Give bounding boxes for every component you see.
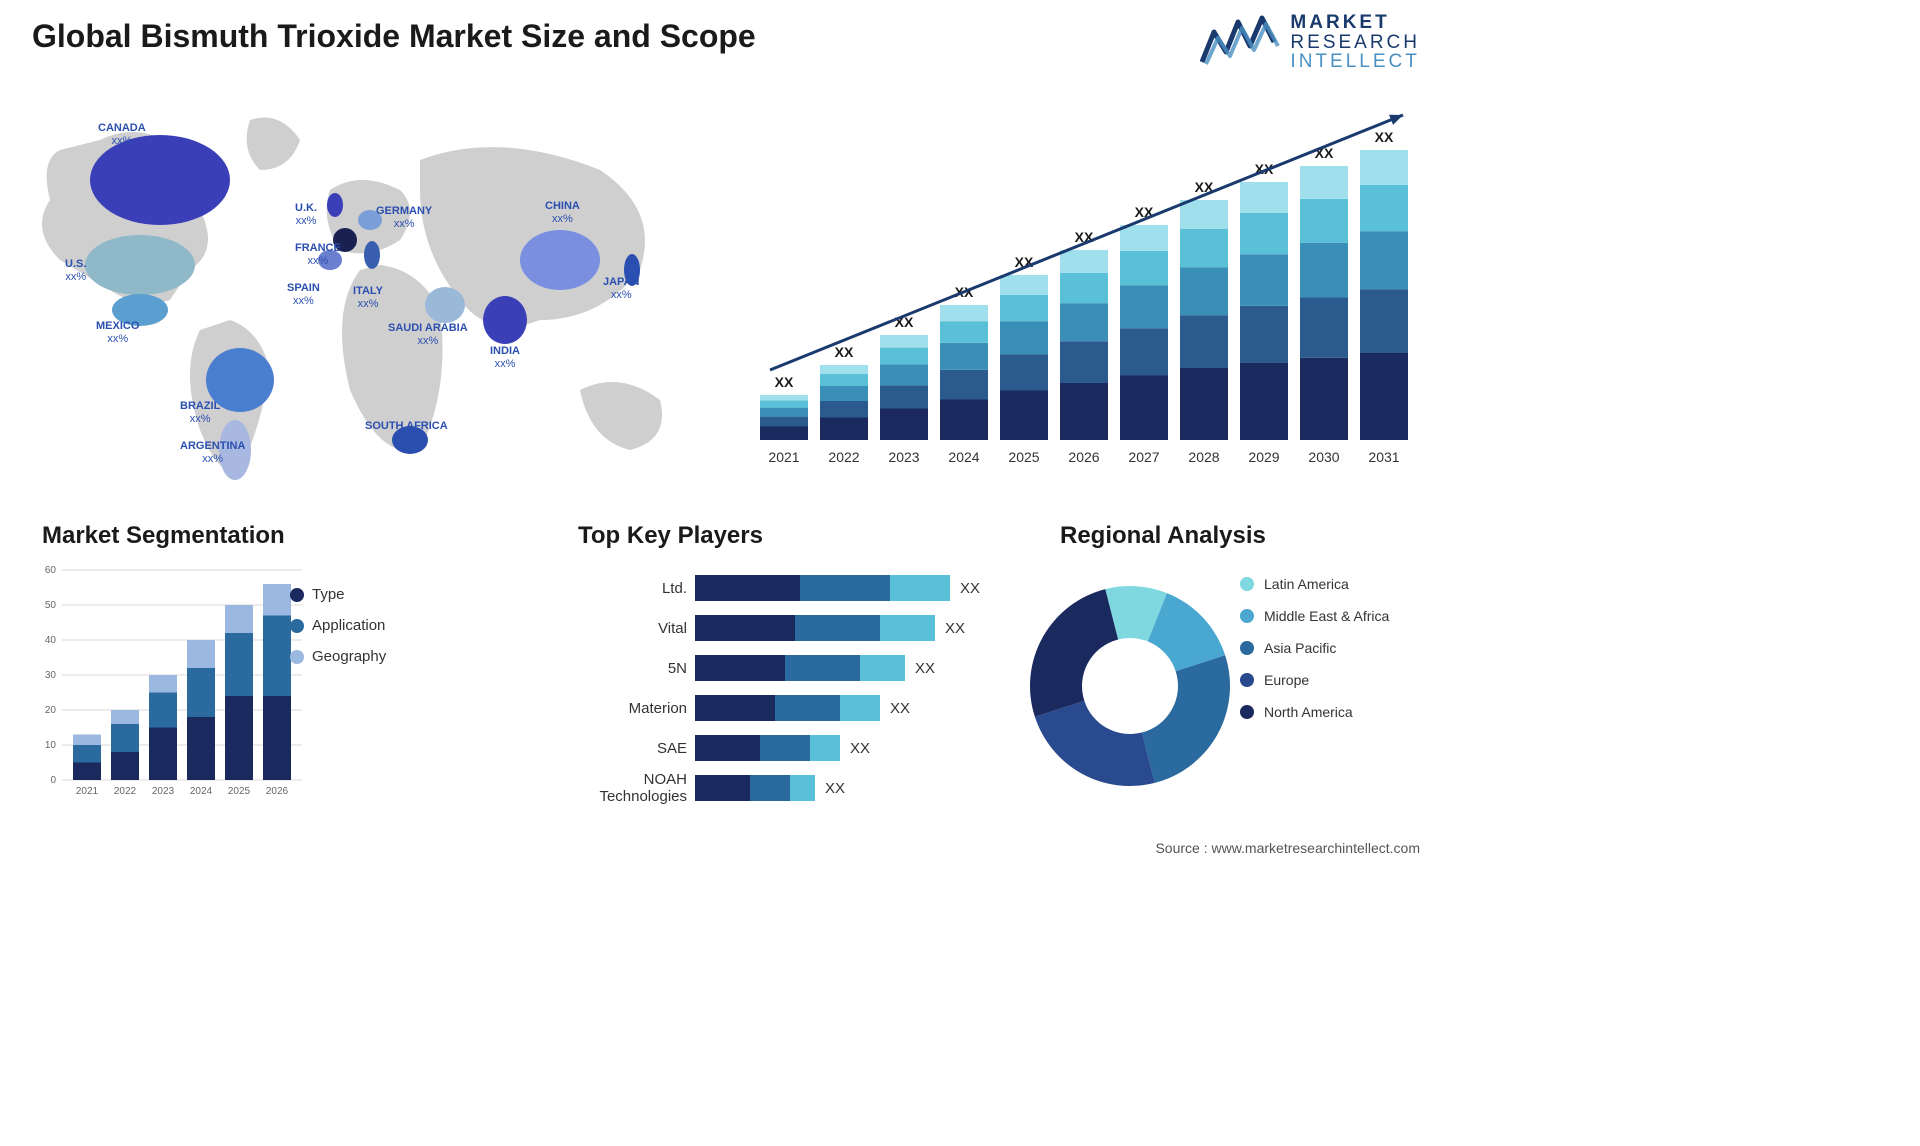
player-row: Materion XX [560, 690, 990, 726]
map-label: BRAZILxx% [180, 400, 220, 426]
map-label: ARGENTINAxx% [180, 440, 245, 466]
map-label: CANADAxx% [98, 122, 146, 148]
svg-text:2030: 2030 [1308, 449, 1339, 465]
world-map: CANADAxx% U.S.xx% MEXICOxx% BRAZILxx% ARGENT… [20, 90, 720, 490]
players-chart: Ltd.XXVitalXX5NXXMaterionXXSAEXXNOAH Tec… [560, 570, 990, 820]
player-label: Ltd. [560, 580, 695, 597]
source-text: Source : www.marketresearchintellect.com [1155, 840, 1420, 856]
map-label: JAPANxx% [603, 276, 639, 302]
svg-text:10: 10 [45, 740, 57, 751]
player-value: XX [825, 780, 845, 797]
svg-text:XX: XX [775, 374, 794, 390]
map-label: SOUTH AFRICAxx% [365, 420, 448, 446]
svg-text:2023: 2023 [152, 786, 175, 797]
legend-item: Middle East & Africa [1240, 608, 1389, 624]
legend-item: Europe [1240, 672, 1389, 688]
player-label: Vital [560, 620, 695, 637]
legend-item: Asia Pacific [1240, 640, 1389, 656]
map-label: GERMANYxx% [376, 205, 432, 231]
player-row: SAE XX [560, 730, 990, 766]
segmentation-title: Market Segmentation [42, 522, 285, 550]
svg-text:2022: 2022 [828, 449, 859, 465]
map-label: SPAINxx% [287, 282, 320, 308]
player-row: Ltd. XX [560, 570, 990, 606]
player-label: Materion [560, 700, 695, 717]
logo-line-1: MARKET [1290, 13, 1420, 33]
page-title: Global Bismuth Trioxide Market Size and … [32, 18, 756, 55]
svg-text:2025: 2025 [228, 786, 251, 797]
svg-text:2021: 2021 [768, 449, 799, 465]
map-label: MEXICOxx% [96, 320, 139, 346]
player-label: SAE [560, 740, 695, 757]
map-label: FRANCExx% [295, 242, 341, 268]
map-label: U.S.xx% [65, 258, 86, 284]
player-row: 5N XX [560, 650, 990, 686]
brand-logo: MARKET RESEARCH INTELLECT [1200, 12, 1420, 73]
map-label: INDIAxx% [490, 345, 520, 371]
main-forecast-chart: XX2021XX2022XX2023XX2024XX2025XX2026XX20… [740, 100, 1420, 480]
svg-text:2026: 2026 [266, 786, 289, 797]
map-label: CHINAxx% [545, 200, 580, 226]
player-label: 5N [560, 660, 695, 677]
svg-text:2028: 2028 [1188, 449, 1219, 465]
regional-donut [1010, 566, 1250, 806]
legend-item: Application [290, 617, 386, 634]
map-label: ITALYxx% [353, 285, 383, 311]
svg-text:2025: 2025 [1008, 449, 1039, 465]
svg-text:2024: 2024 [190, 786, 213, 797]
segmentation-chart: 0 10 20 30 40 50 60 2021 2022 2023 2024 2025 2026 [32, 560, 312, 810]
svg-text:2031: 2031 [1368, 449, 1399, 465]
svg-text:40: 40 [45, 635, 57, 646]
svg-text:2029: 2029 [1248, 449, 1279, 465]
players-title: Top Key Players [578, 522, 763, 550]
player-value: XX [960, 580, 980, 597]
svg-text:60: 60 [45, 565, 57, 576]
legend-item: Geography [290, 648, 386, 665]
player-row: NOAH Technologies XX [560, 770, 990, 806]
svg-text:2023: 2023 [888, 449, 919, 465]
player-value: XX [850, 740, 870, 757]
segmentation-legend: Type Application Geography [290, 586, 386, 679]
player-label: NOAH Technologies [560, 771, 695, 805]
svg-text:0: 0 [50, 775, 56, 786]
legend-item: Latin America [1240, 576, 1389, 592]
logo-line-3: INTELLECT [1290, 52, 1420, 72]
logo-text: MARKET RESEARCH INTELLECT [1290, 13, 1420, 73]
legend-item: Type [290, 586, 386, 603]
svg-text:50: 50 [45, 600, 57, 611]
svg-text:2026: 2026 [1068, 449, 1099, 465]
svg-text:30: 30 [45, 670, 57, 681]
svg-text:XX: XX [1375, 129, 1394, 145]
regional-legend: Latin America Middle East & Africa Asia Pa… [1240, 576, 1389, 736]
logo-line-2: RESEARCH [1290, 33, 1420, 53]
player-value: XX [890, 700, 910, 717]
map-label: SAUDI ARABIAxx% [388, 322, 468, 348]
svg-text:2024: 2024 [948, 449, 979, 465]
map-label: U.K.xx% [295, 202, 317, 228]
svg-text:2027: 2027 [1128, 449, 1159, 465]
legend-item: North America [1240, 704, 1389, 720]
svg-text:2022: 2022 [114, 786, 137, 797]
player-value: XX [945, 620, 965, 637]
regional-title: Regional Analysis [1060, 522, 1266, 550]
svg-text:XX: XX [835, 344, 854, 360]
player-row: Vital XX [560, 610, 990, 646]
logo-icon [1200, 12, 1280, 73]
player-value: XX [915, 660, 935, 677]
svg-text:2021: 2021 [76, 786, 99, 797]
svg-text:20: 20 [45, 705, 57, 716]
